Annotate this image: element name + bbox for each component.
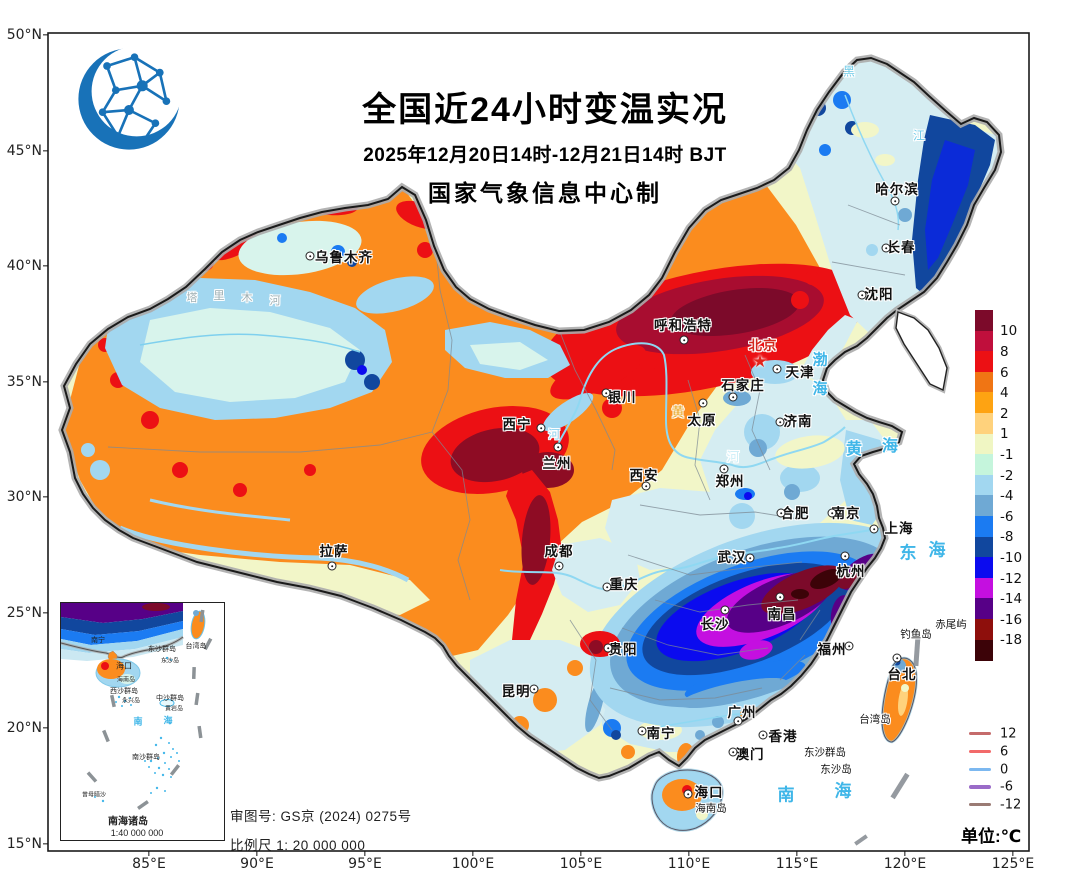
dash-line-segments: [854, 633, 921, 846]
colorbar-swatch: [975, 413, 993, 435]
isoline-label: 6: [1000, 744, 1009, 760]
colorbar-tick-label: 10: [1000, 323, 1018, 340]
colorbar-swatch: [975, 371, 993, 394]
colorbar-tick-label: -4: [1000, 488, 1014, 505]
scale-text: 比例尺 1: 20 000 000: [230, 838, 366, 853]
isoline-label: -12: [1000, 797, 1022, 813]
isoline-label: 0: [1000, 762, 1009, 778]
map-agency: 国家气象信息中心制: [427, 180, 662, 206]
colorbar-tick-label: -16: [1000, 611, 1023, 628]
colorbar-tick-label: -18: [1000, 632, 1023, 649]
colorbar-swatch: [975, 536, 993, 558]
isoline-swatch: [969, 767, 991, 771]
map-title: 全国近24小时变温实况: [362, 91, 728, 129]
lat-tick-label: 15°N: [6, 836, 42, 852]
longitude-axis: 85°E 90°E 95°E 100°E 105°E 110°E 115°E 120°E 125…: [0, 856, 1080, 876]
colorbar-swatch: [975, 639, 993, 661]
colorbar-tick-label: 2: [1000, 405, 1009, 422]
lat-tick-label: 25°N: [6, 605, 42, 621]
lon-tick-label: 110°E: [667, 856, 711, 872]
lat-tick-label: 40°N: [6, 258, 42, 274]
colorbar-swatch: [975, 474, 993, 497]
inset-dash-segments: [86, 609, 213, 810]
colorbar-tick-label: -14: [1000, 591, 1023, 608]
colorbar-swatch: [975, 598, 993, 620]
colorbar-swatch: [975, 351, 993, 373]
colorbar-swatch: [975, 310, 993, 332]
inset-island-dots: [94, 656, 180, 803]
colorbar-tick-label: -2: [1000, 467, 1014, 484]
hainan-coastline: [651, 769, 723, 831]
lat-tick-label: 45°N: [6, 143, 42, 159]
title-block: 全国近24小时变温实况 2025年12月20日14时-12月21日14时 BJT…: [362, 82, 728, 208]
lon-tick-label: 100°E: [451, 856, 495, 872]
colorbar-tick-label: -12: [1000, 570, 1023, 587]
colorbar-tick-label: -6: [1000, 508, 1014, 525]
colorbar-legend: 10 8 6 4 2 1 -1 -2 -4 -6 -8 -10 -12 -14 -16 -18: [975, 310, 1030, 670]
colorbar-tick-label: 8: [1000, 344, 1009, 360]
colorbar-swatch: [975, 516, 993, 538]
colorbar-swatch: [975, 619, 993, 641]
isoline-legend: 12 6 0 -6 -12: [969, 726, 1039, 821]
colorbar-swatch: [975, 330, 993, 352]
lon-tick-label: 95°E: [348, 856, 382, 872]
unit-label: 单位:℃: [961, 827, 1022, 846]
colorbar-swatch: [975, 392, 993, 414]
isoline-label: 12: [1000, 726, 1017, 742]
lat-tick-label: 50°N: [6, 27, 42, 43]
isoline-swatch: [969, 785, 991, 789]
isoline-label: -6: [1000, 779, 1013, 795]
south-china-sea-inset: [60, 602, 225, 841]
colorbar-swatch: [975, 577, 993, 600]
lon-tick-label: 90°E: [240, 856, 274, 872]
lon-tick-label: 105°E: [559, 856, 603, 872]
colorbar-tick-label: 4: [1000, 385, 1009, 402]
lon-tick-label: 120°E: [883, 856, 927, 872]
colorbar-tick-label: -8: [1000, 529, 1014, 546]
lat-tick-label: 35°N: [6, 374, 42, 390]
isoline-swatch: [969, 749, 991, 753]
map-footer: 审图号: GS京 (2024) 0275号 比例尺 1: 20 000 000: [230, 805, 412, 863]
colorbar-tick-label: -10: [1000, 550, 1023, 566]
map-period: 2025年12月20日14时-12月21日14时 BJT: [363, 145, 727, 166]
nmic-globe-logo-icon: [78, 46, 182, 150]
colorbar-swatch: [975, 454, 993, 476]
isoline-swatch: [969, 732, 991, 736]
isoline-swatch: [969, 803, 991, 807]
colorbar-swatch: [975, 557, 993, 579]
lon-tick-label: 125°E: [991, 856, 1035, 872]
map-frame: [47, 32, 1030, 852]
lat-tick-label: 20°N: [6, 720, 42, 736]
colorbar-tick-label: 6: [1000, 364, 1009, 381]
taiwan-coastline: [881, 657, 917, 743]
korea-outline: [895, 311, 948, 392]
colorbar-swatch: [975, 433, 993, 455]
lon-tick-label: 115°E: [775, 856, 819, 872]
colorbar-swatch: [975, 495, 993, 517]
approval-number: 审图号: GS京 (2024) 0275号: [230, 809, 412, 824]
colorbar-tick-label: 1: [1000, 426, 1009, 443]
national-boundary: [60, 56, 1003, 780]
lon-tick-label: 85°E: [132, 856, 166, 872]
latitude-axis: 50°N 45°N 40°N 35°N 30°N 25°N 20°N 15°N: [0, 0, 46, 880]
inset-map-canvas: [61, 603, 213, 810]
colorbar-tick-label: -1: [1000, 447, 1014, 463]
lat-tick-label: 30°N: [6, 489, 42, 505]
